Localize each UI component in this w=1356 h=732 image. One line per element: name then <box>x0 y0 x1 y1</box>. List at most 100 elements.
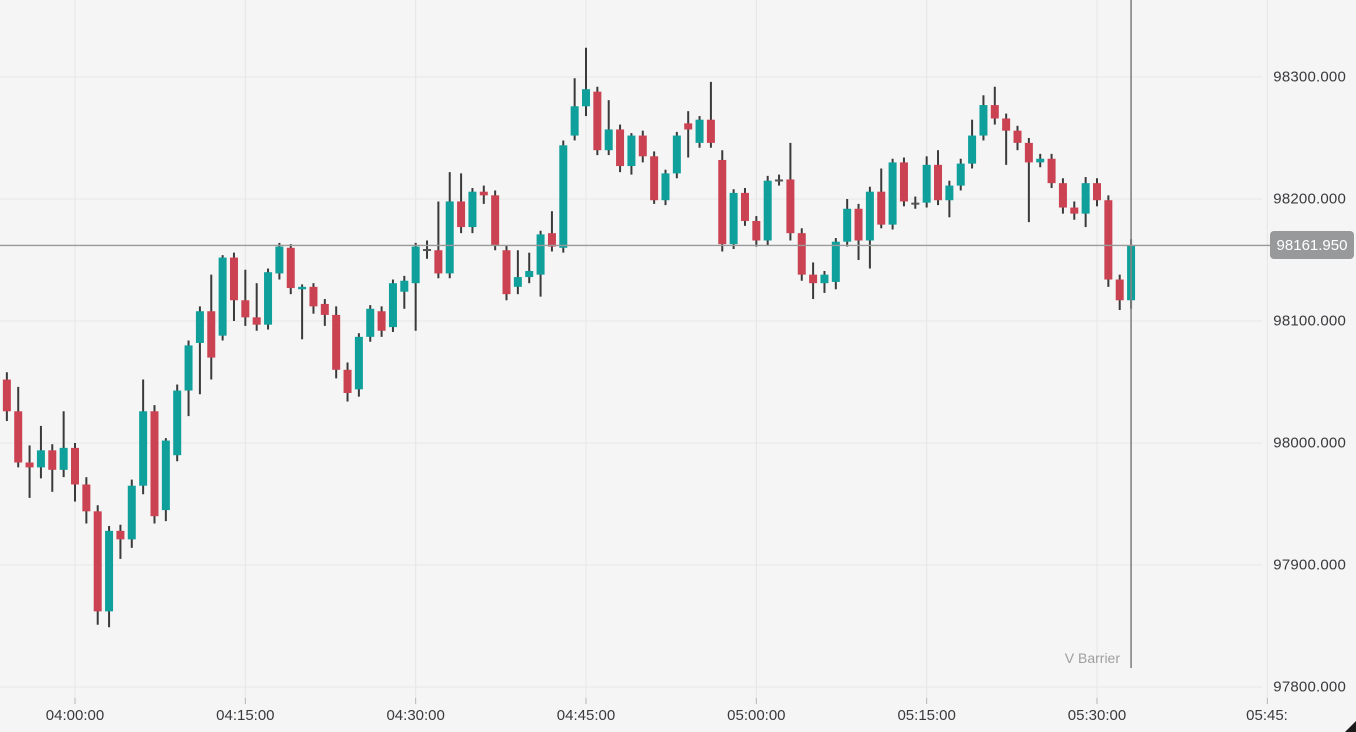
candle-body <box>1036 158 1045 163</box>
candle-body <box>457 201 466 228</box>
time-axis-label: 04:15:00 <box>216 707 275 724</box>
candle-body <box>36 450 45 468</box>
candle-body <box>831 241 840 282</box>
candle-body <box>513 277 522 287</box>
candle-body <box>400 280 409 292</box>
time-axis-label: 04:00:00 <box>45 707 105 724</box>
candle-body <box>616 129 625 167</box>
barrier-label: V Barrier <box>1064 650 1120 666</box>
candle-body <box>343 369 352 393</box>
price-axis-label: 98000.000 <box>1273 434 1346 452</box>
candle-body <box>445 201 454 274</box>
candle-body <box>604 129 613 151</box>
candle-body <box>899 162 908 202</box>
candle-body <box>184 345 193 391</box>
candle-body <box>229 257 238 301</box>
candle-body <box>706 119 715 143</box>
candle-body <box>82 484 91 512</box>
candle-body <box>650 156 659 201</box>
candle-body <box>797 233 806 275</box>
candle-body <box>207 311 216 358</box>
candle-body <box>411 246 420 284</box>
candle-body <box>25 462 34 468</box>
candle-body <box>127 485 136 540</box>
time-axis-label: 05:30:00 <box>1067 707 1127 724</box>
candle-body <box>1013 130 1022 143</box>
candle-body <box>763 180 772 241</box>
candle-body <box>1047 158 1056 184</box>
candle-body <box>218 257 227 336</box>
candle-body <box>854 208 863 241</box>
candle-body <box>479 191 488 196</box>
candle-body <box>638 135 647 157</box>
candle-body <box>718 159 727 245</box>
candle-body <box>252 317 261 325</box>
price-axis-label: 97900.000 <box>1273 556 1346 574</box>
candle-body <box>275 246 284 274</box>
candle-body <box>195 311 204 343</box>
candle-body <box>684 123 693 130</box>
candle-body <box>116 530 125 540</box>
candle-body <box>582 89 590 107</box>
candle-body <box>888 162 897 225</box>
candle-body <box>1093 183 1101 201</box>
candle-body <box>388 283 397 328</box>
price-axis-label: 98300.000 <box>1273 68 1346 86</box>
candle-body <box>661 173 670 201</box>
candle-body <box>877 191 886 225</box>
candle-body <box>752 220 761 241</box>
candle-body <box>173 390 182 456</box>
candle-body <box>979 105 988 136</box>
candle-body <box>911 202 920 205</box>
price-axis-label: 98200.000 <box>1273 190 1346 208</box>
price-axis-label: 97800.000 <box>1273 678 1346 696</box>
candle-body <box>559 145 568 248</box>
candle-body <box>298 286 307 290</box>
candle-body <box>161 440 170 511</box>
time-axis-label: 04:45:00 <box>556 707 616 724</box>
candle-body <box>139 411 148 486</box>
candle-body <box>241 300 250 318</box>
price-axis-label: 98100.000 <box>1273 312 1346 330</box>
candle-body <box>377 311 386 331</box>
candle-body <box>945 185 954 201</box>
candle-body <box>1024 142 1033 163</box>
candle-body <box>309 286 318 307</box>
candle-body <box>354 336 363 390</box>
candle-body <box>320 303 329 315</box>
candle-body <box>1115 279 1124 301</box>
candle-body <box>1104 200 1113 280</box>
candle-body <box>491 195 500 246</box>
candle-body <box>366 308 375 337</box>
candle-body <box>264 272 273 325</box>
candle-body <box>525 270 534 278</box>
candle-body <box>93 511 102 612</box>
candle-body <box>740 192 749 221</box>
candle-body <box>956 163 965 186</box>
candle-body <box>423 249 432 252</box>
time-axis-label: 05:15:00 <box>897 707 956 724</box>
time-axis-label: 05:00:00 <box>727 707 786 724</box>
candle-body <box>775 179 784 182</box>
resize-corner-grip[interactable] <box>1345 721 1356 732</box>
candle-body <box>71 447 79 485</box>
candle-body <box>150 411 159 517</box>
candle-body <box>809 274 818 284</box>
candle-body <box>14 411 23 463</box>
candle-body <box>695 119 704 143</box>
candle-body <box>786 179 795 234</box>
time-axis-label: 05:45: <box>1246 707 1288 724</box>
candle-body <box>2 379 11 412</box>
candle-body <box>547 233 556 247</box>
candle-body <box>627 135 636 167</box>
candle-body <box>286 247 295 289</box>
candle-body <box>729 192 738 245</box>
candle-body <box>1002 118 1011 131</box>
candle-body <box>48 450 57 470</box>
candle-body <box>1081 183 1090 214</box>
candle-body <box>434 250 443 274</box>
candle-body <box>968 135 977 164</box>
candle-body <box>502 250 511 295</box>
